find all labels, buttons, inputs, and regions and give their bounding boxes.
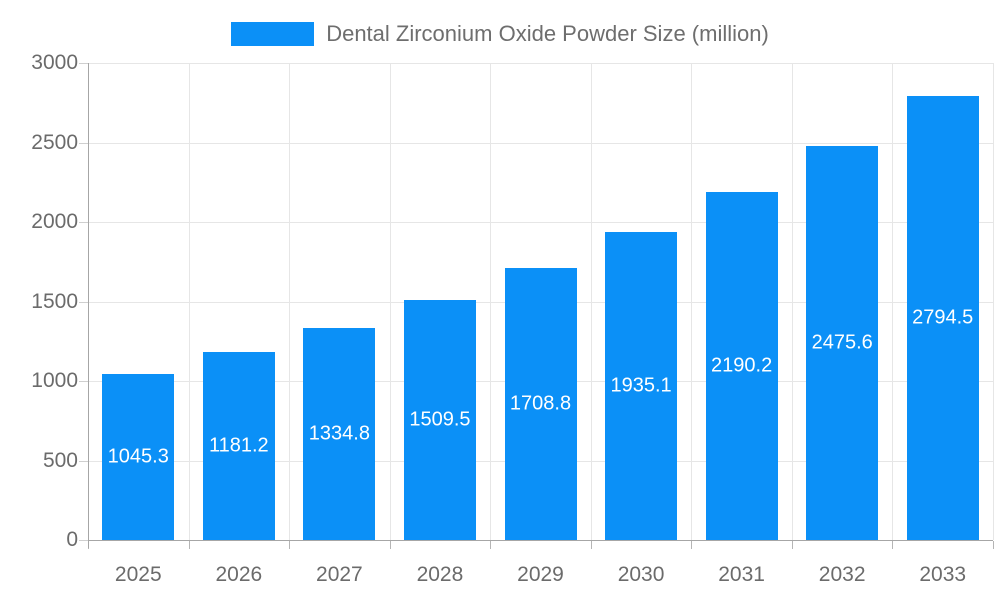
- bar-value-label: 1045.3: [107, 445, 169, 468]
- x-axis-line: [88, 540, 993, 541]
- bar-value-label: 2475.6: [811, 331, 873, 354]
- x-tick-label: 2030: [617, 563, 665, 586]
- x-tick: [993, 541, 994, 549]
- bar-value-label: 1509.5: [409, 408, 471, 431]
- bar-value-label: 1334.8: [308, 422, 370, 445]
- x-tick-label: 2025: [114, 563, 162, 586]
- bar-value-label: 1935.1: [610, 374, 672, 397]
- y-tick-label: 3000: [31, 51, 78, 74]
- y-tick: [79, 381, 88, 382]
- x-tick: [590, 541, 592, 549]
- bar-value-label: 2190.2: [711, 354, 773, 377]
- y-tick: [79, 63, 88, 64]
- y-tick: [79, 301, 88, 303]
- y-tick-label: 0: [66, 528, 78, 551]
- y-axis-line: [88, 63, 89, 548]
- bar-value-label: 1181.2: [208, 434, 269, 457]
- bar-2026[interactable]: 1181.2: [202, 352, 275, 540]
- x-tick: [188, 541, 190, 549]
- x-tick-label: 2027: [316, 563, 363, 586]
- legend-swatch: [231, 22, 315, 46]
- vgridline: [590, 63, 592, 540]
- bar-2033[interactable]: 2794.5: [906, 95, 979, 540]
- y-tick-label: 1500: [31, 289, 78, 313]
- y-tick: [79, 222, 88, 223]
- bar-2031[interactable]: 2190.2: [705, 191, 778, 540]
- y-tick: [79, 460, 88, 462]
- x-tick: [892, 541, 894, 549]
- legend-label: Dental Zirconium Oxide Powder Size (mill…: [326, 21, 769, 46]
- hgridline: [88, 63, 993, 64]
- x-tick: [389, 541, 391, 549]
- y-tick: [79, 540, 88, 541]
- vgridline: [691, 63, 693, 540]
- x-tick-label: 2031: [718, 563, 765, 586]
- hgridline: [88, 142, 993, 144]
- vgridline: [289, 63, 291, 540]
- y-tick-label: 2000: [31, 210, 78, 233]
- y-tick: [79, 142, 88, 144]
- bar-value-label: 1708.8: [509, 392, 572, 415]
- x-tick-label: 2029: [517, 563, 564, 586]
- bar-2030[interactable]: 1935.1: [605, 232, 678, 540]
- x-tick-label: 2028: [416, 563, 464, 586]
- hgridline: [88, 222, 993, 223]
- x-tick: [490, 541, 492, 549]
- chart-legend[interactable]: Dental Zirconium Oxide Powder Size (mill…: [0, 20, 1000, 48]
- bar-2027[interactable]: 1334.8: [303, 327, 376, 540]
- x-tick: [691, 541, 693, 549]
- x-tick-label: 2032: [818, 563, 866, 586]
- y-tick-label: 500: [42, 448, 78, 472]
- x-tick-label: 2026: [215, 563, 263, 586]
- x-tick-label: 2033: [919, 563, 967, 586]
- bar-2025[interactable]: 1045.3: [102, 373, 175, 540]
- bar-2032[interactable]: 2475.6: [806, 146, 879, 540]
- plot-area: 1045.3 1181.2 1334.8 1509.5 1708.8 1935.1 2190…: [79, 63, 994, 549]
- vgridline: [791, 63, 793, 540]
- vgridline: [490, 63, 492, 540]
- vgridline: [188, 63, 190, 540]
- vgridline: [993, 63, 994, 540]
- bar-2028[interactable]: 1509.5: [403, 300, 476, 540]
- bar-2029[interactable]: 1708.8: [504, 268, 577, 540]
- bar-value-label: 2794.5: [912, 306, 974, 329]
- y-tick-label: 1000: [31, 369, 78, 392]
- x-tick: [791, 541, 793, 549]
- x-tick: [289, 541, 291, 549]
- vgridline: [892, 63, 894, 540]
- vgridline: [389, 63, 391, 540]
- y-tick-label: 2500: [31, 130, 78, 154]
